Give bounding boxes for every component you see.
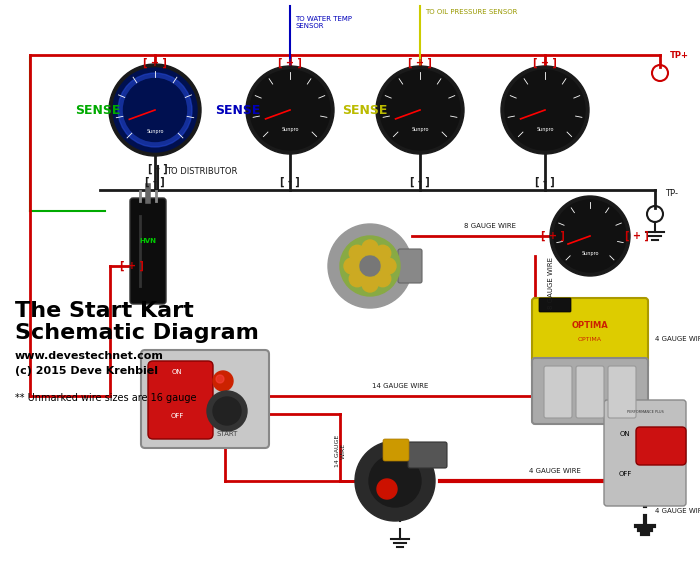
Text: 14 GAUGE
WIRE: 14 GAUGE WIRE (335, 435, 345, 467)
FancyBboxPatch shape (141, 350, 269, 448)
Text: 8 GAUGE WIRE: 8 GAUGE WIRE (464, 223, 516, 229)
Text: [ - ]: [ - ] (145, 177, 165, 187)
Circle shape (380, 258, 396, 274)
Circle shape (250, 70, 330, 150)
Text: Sunpro: Sunpro (581, 251, 598, 256)
Circle shape (505, 70, 585, 150)
Circle shape (380, 70, 460, 150)
Text: PERFORMANCE PLUS: PERFORMANCE PLUS (626, 410, 664, 414)
Text: Sunpro: Sunpro (536, 127, 554, 132)
Circle shape (213, 371, 233, 391)
Circle shape (246, 66, 334, 154)
Text: TP+: TP+ (670, 50, 689, 59)
Text: TO WATER TEMP
SENSOR: TO WATER TEMP SENSOR (295, 16, 352, 29)
FancyBboxPatch shape (130, 198, 166, 304)
Circle shape (550, 196, 630, 276)
FancyBboxPatch shape (608, 366, 636, 418)
Circle shape (207, 391, 247, 431)
Text: OFF: OFF (170, 413, 183, 419)
Text: [ + ]: [ + ] (541, 231, 565, 241)
Text: [ - ]: [ - ] (410, 177, 430, 187)
Text: The Start Kart: The Start Kart (15, 301, 194, 321)
Text: Sunpro: Sunpro (146, 128, 164, 134)
Circle shape (328, 224, 412, 308)
Text: [ + ]: [ + ] (278, 58, 302, 68)
Circle shape (362, 276, 378, 292)
Circle shape (376, 66, 464, 154)
Text: Sunpro: Sunpro (412, 127, 428, 132)
Text: SENSE: SENSE (215, 103, 260, 116)
Circle shape (109, 64, 201, 156)
Circle shape (377, 479, 397, 499)
Text: 4 GAUGE WIRE: 4 GAUGE WIRE (655, 508, 700, 514)
Text: ** Unmarked wire sizes are 16 gauge: ** Unmarked wire sizes are 16 gauge (15, 393, 197, 403)
Text: [ - ]: [ - ] (535, 177, 555, 187)
Text: 8 GAUGE WIRE: 8 GAUGE WIRE (548, 257, 554, 309)
Circle shape (374, 246, 391, 262)
Circle shape (355, 441, 435, 521)
Circle shape (113, 68, 197, 152)
Text: www.devestechnet.com
(c) 2015 Deve Krehbiel: www.devestechnet.com (c) 2015 Deve Krehb… (15, 351, 164, 376)
Circle shape (501, 66, 589, 154)
Text: [ - ]: [ - ] (148, 164, 168, 174)
Text: [ + ]: [ + ] (533, 58, 557, 68)
Text: ON: ON (620, 431, 630, 437)
Circle shape (340, 236, 400, 296)
Text: TP-: TP- (665, 188, 678, 198)
Circle shape (123, 78, 186, 142)
Text: 14 GAUGE WIRE: 14 GAUGE WIRE (372, 383, 428, 389)
Text: Sunpro: Sunpro (281, 127, 299, 132)
Circle shape (369, 455, 421, 507)
Text: TO DISTRIBUTOR: TO DISTRIBUTOR (166, 167, 237, 175)
FancyBboxPatch shape (148, 361, 213, 439)
FancyBboxPatch shape (576, 366, 604, 418)
FancyBboxPatch shape (532, 358, 648, 424)
Text: OPTIMA: OPTIMA (578, 337, 602, 342)
FancyBboxPatch shape (544, 366, 572, 418)
Text: Schematic Diagram: Schematic Diagram (15, 323, 259, 343)
Text: ON: ON (172, 369, 182, 375)
Text: [ + ]: [ + ] (120, 261, 144, 271)
Text: HVN: HVN (139, 238, 157, 244)
Text: [ + ]: [ + ] (408, 58, 432, 68)
Text: [ + ]: [ + ] (143, 58, 167, 68)
Text: OFF: OFF (618, 471, 631, 477)
Circle shape (360, 256, 380, 276)
Circle shape (344, 258, 360, 274)
Circle shape (362, 240, 378, 256)
FancyBboxPatch shape (636, 427, 686, 465)
Circle shape (349, 246, 365, 262)
Circle shape (213, 397, 241, 425)
FancyBboxPatch shape (408, 442, 447, 468)
Text: 4 GAUGE WIRE: 4 GAUGE WIRE (529, 468, 581, 474)
Circle shape (554, 200, 626, 272)
Text: TO OIL PRESSURE SENSOR: TO OIL PRESSURE SENSOR (425, 9, 517, 15)
FancyBboxPatch shape (539, 298, 571, 312)
Text: [ - ]: [ - ] (280, 177, 300, 187)
Circle shape (118, 73, 192, 147)
Text: [ + ]: [ + ] (625, 231, 649, 241)
FancyBboxPatch shape (398, 249, 422, 283)
Text: OPTIMA: OPTIMA (572, 321, 608, 330)
FancyBboxPatch shape (532, 298, 648, 369)
Text: 4 GAUGE WIRE: 4 GAUGE WIRE (655, 336, 700, 342)
Circle shape (349, 271, 365, 287)
Text: START: START (216, 431, 238, 437)
Circle shape (374, 271, 391, 287)
Circle shape (216, 375, 224, 383)
Text: SENSE: SENSE (75, 103, 120, 116)
FancyBboxPatch shape (383, 439, 409, 461)
Text: SENSE: SENSE (342, 103, 387, 116)
FancyBboxPatch shape (604, 400, 686, 506)
